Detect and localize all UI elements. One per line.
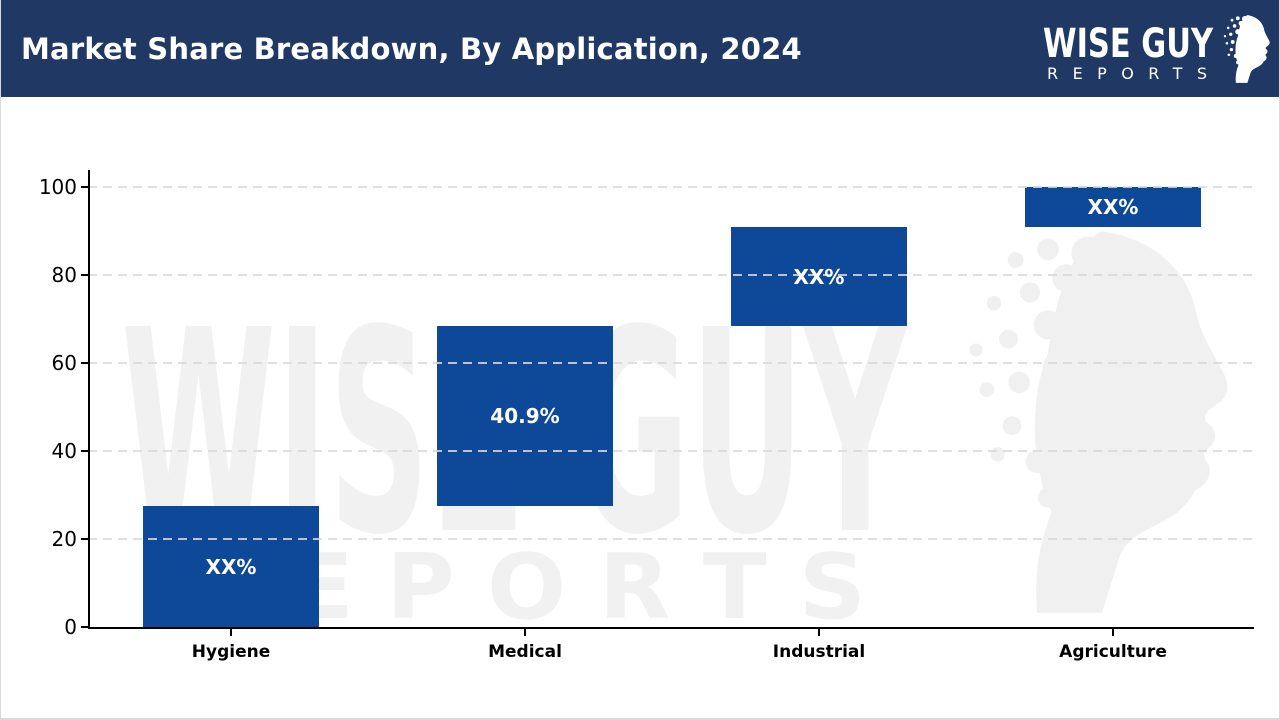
y-tick-label-0: 0: [64, 615, 77, 639]
y-tick-label-20: 20: [51, 527, 77, 551]
gridline-60: [88, 362, 1254, 364]
logo-wordmark: WISE GUY: [1043, 21, 1214, 67]
y-tick-label-60: 60: [51, 351, 77, 375]
bar-agriculture: [1025, 187, 1201, 228]
x-tick-mark-hygiene: [230, 629, 232, 636]
logo-head-icon: [1223, 15, 1270, 83]
y-axis: [88, 170, 90, 629]
gridline-20: [88, 538, 1254, 540]
y-tick-label-100: 100: [38, 175, 77, 199]
y-tick-label-80: 80: [51, 263, 77, 287]
x-tick-label-medical: Medical: [488, 642, 562, 662]
y-tick-label-40: 40: [51, 439, 77, 463]
y-tick-mark-20: [81, 538, 88, 540]
header: Market Share Breakdown, By Application, …: [1, 0, 1279, 97]
gridline-100: [88, 186, 1254, 188]
x-tick-label-industrial: Industrial: [772, 642, 866, 662]
bar-hygiene: [143, 506, 319, 627]
y-tick-mark-40: [81, 450, 88, 452]
x-tick-mark-medical: [524, 629, 526, 636]
wise-guy-logo: WISE GUY REPORTS: [1043, 15, 1270, 83]
bar-label-industrial: XX%: [793, 264, 845, 289]
bar-industrial: [731, 227, 907, 327]
gridline-80: [88, 274, 1254, 276]
watermark-head-icon: [969, 231, 1228, 613]
gridline-40: [88, 450, 1254, 452]
x-tick-mark-agriculture: [1112, 629, 1114, 636]
x-tick-label-hygiene: Hygiene: [191, 642, 271, 662]
x-tick-mark-industrial: [818, 629, 820, 636]
chart-title: Market Share Breakdown, By Application, …: [21, 31, 802, 66]
bar-label-medical: 40.9%: [490, 404, 560, 429]
bar-label-hygiene: XX%: [205, 554, 257, 579]
bar-medical: [437, 326, 613, 507]
x-axis: [88, 627, 1254, 629]
y-tick-mark-60: [81, 362, 88, 364]
y-tick-mark-80: [81, 274, 88, 276]
y-tick-mark-100: [81, 186, 88, 188]
bar-label-agriculture: XX%: [1087, 195, 1139, 220]
x-tick-label-agriculture: Agriculture: [1059, 642, 1167, 662]
y-tick-mark-0: [81, 626, 88, 628]
